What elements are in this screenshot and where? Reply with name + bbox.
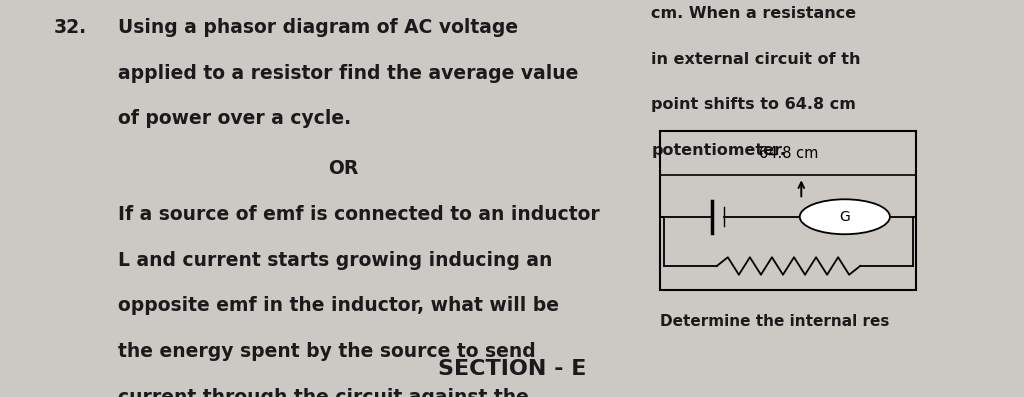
Text: the energy spent by the source to send: the energy spent by the source to send — [118, 342, 536, 361]
Text: cm. When a resistance: cm. When a resistance — [651, 6, 856, 21]
Text: 64.8 cm: 64.8 cm — [759, 146, 818, 161]
Text: SECTION - E: SECTION - E — [438, 359, 586, 379]
Text: of power over a cycle.: of power over a cycle. — [118, 109, 351, 128]
Bar — [660, 131, 916, 290]
Text: 32.: 32. — [53, 18, 86, 37]
Text: in external circuit of th: in external circuit of th — [651, 52, 861, 67]
Text: G: G — [840, 210, 850, 224]
Text: Determine the internal res: Determine the internal res — [660, 314, 890, 329]
Text: If a source of emf is connected to an inductor: If a source of emf is connected to an in… — [118, 205, 599, 224]
Text: potentiometer.: potentiometer. — [651, 143, 786, 158]
Text: point shifts to 64.8 cm: point shifts to 64.8 cm — [651, 97, 856, 112]
Text: current through the circuit against the: current through the circuit against the — [118, 387, 528, 397]
Circle shape — [800, 199, 890, 234]
Text: Using a phasor diagram of AC voltage: Using a phasor diagram of AC voltage — [118, 18, 518, 37]
Text: OR: OR — [328, 160, 358, 178]
Text: L and current starts growing inducing an: L and current starts growing inducing an — [118, 251, 552, 270]
Text: opposite emf in the inductor, what will be: opposite emf in the inductor, what will … — [118, 296, 559, 315]
Text: applied to a resistor find the average value: applied to a resistor find the average v… — [118, 64, 579, 83]
